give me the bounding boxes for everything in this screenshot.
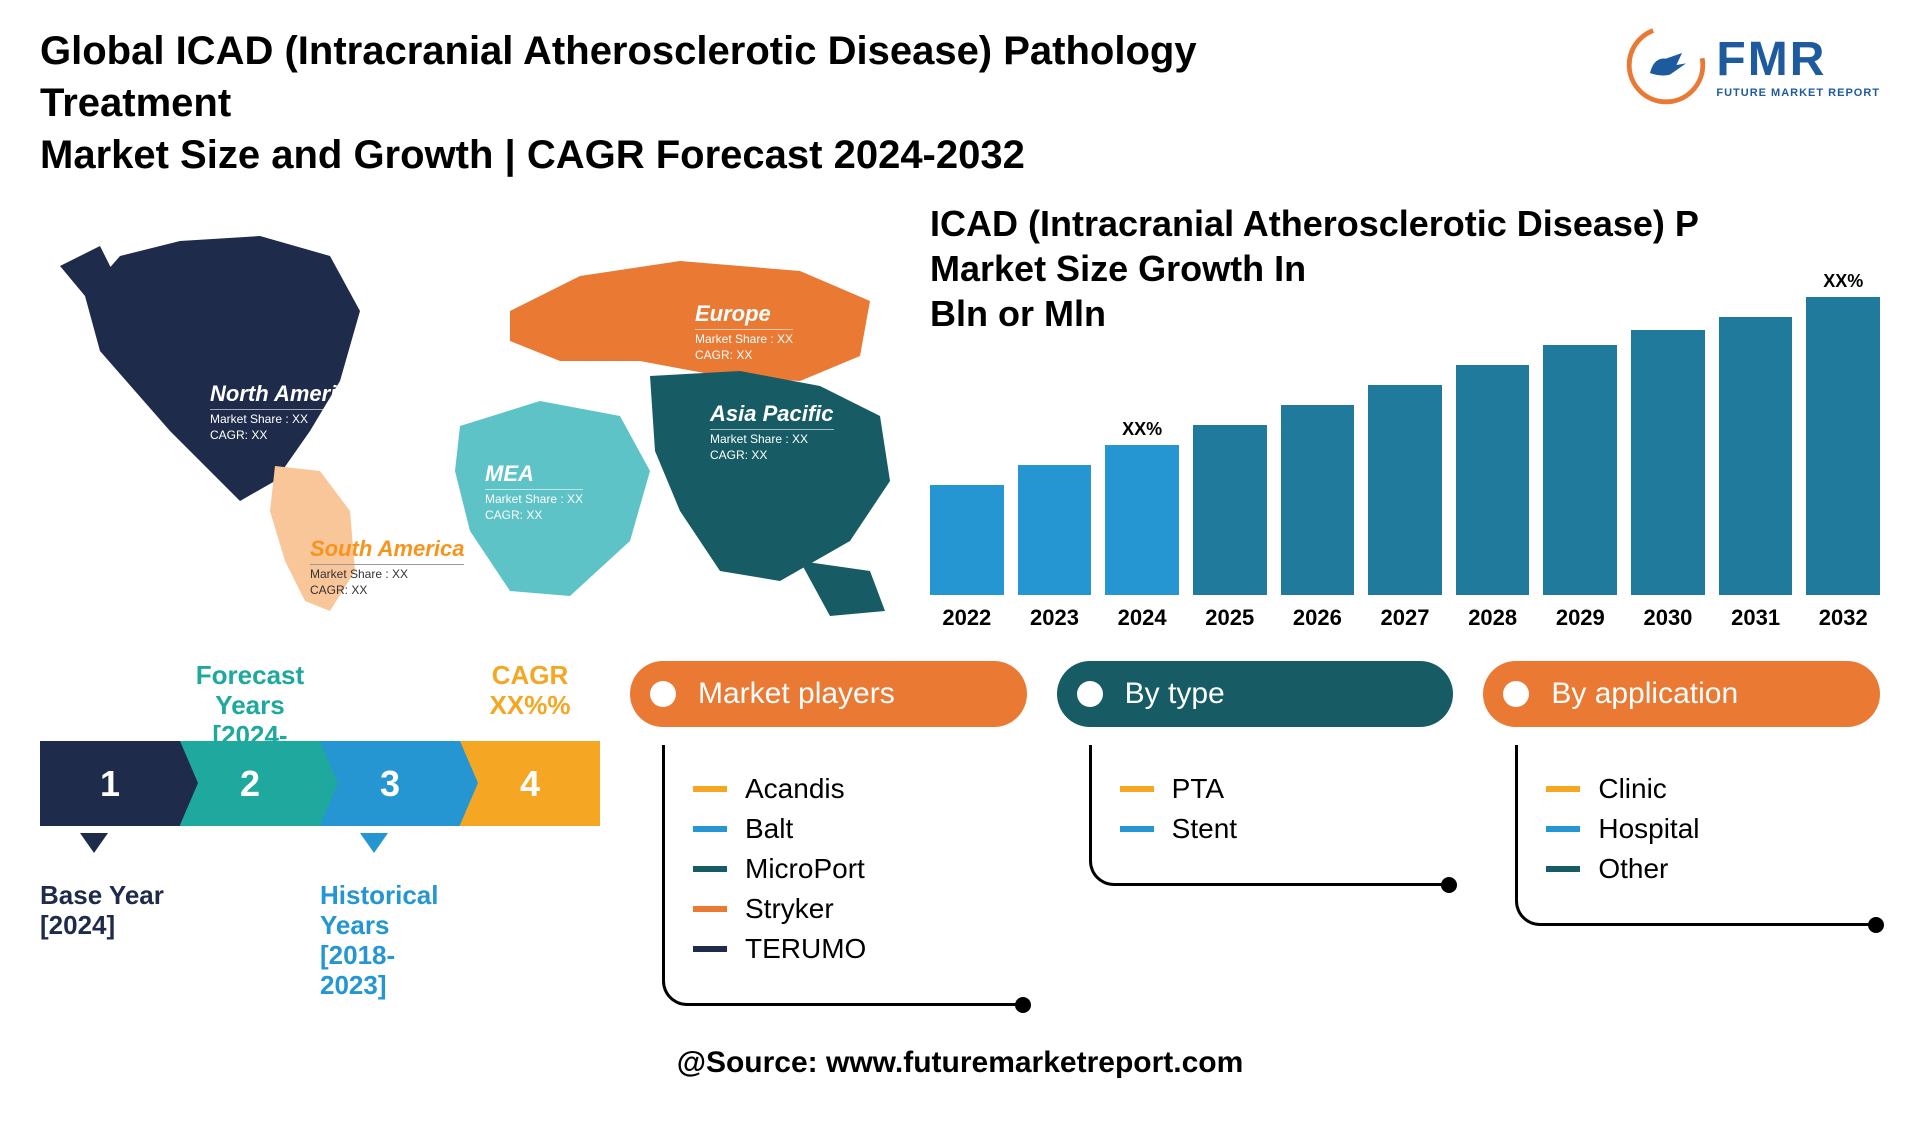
list-item-label: Other (1598, 853, 1668, 885)
swatch-icon (693, 906, 727, 912)
bar-col: 2023 (1018, 465, 1092, 631)
bar (1631, 330, 1705, 595)
swatch-icon (693, 786, 727, 792)
bar: XX% (1806, 297, 1880, 595)
list-item: PTA (1120, 773, 1444, 805)
bar (1719, 317, 1793, 595)
pill-by-type: By type (1057, 661, 1454, 727)
list-item-label: Hospital (1598, 813, 1699, 845)
timeline-segment: 1 (40, 741, 180, 826)
list-item: Stent (1120, 813, 1444, 845)
main-row: North America Market Share : XXCAGR: XX … (40, 201, 1880, 631)
tl-base: Base Year[2024] (40, 881, 180, 1001)
pill-by-application: By application (1483, 661, 1880, 727)
col-by-application: By application Clinic Hospital Other (1483, 661, 1880, 926)
list-item-label: PTA (1172, 773, 1224, 805)
swatch-icon (1120, 786, 1154, 792)
bar-col: XX% 2024 (1105, 445, 1179, 631)
bar: XX% (1105, 445, 1179, 595)
bar-col: 2030 (1631, 330, 1705, 631)
bar-col: 2025 (1193, 425, 1267, 631)
list-item-label: Stryker (745, 893, 834, 925)
swatch-icon (1546, 866, 1580, 872)
bar-col: 2028 (1456, 365, 1530, 631)
swatch-icon (693, 826, 727, 832)
year-label: 2027 (1381, 605, 1430, 631)
title-line1: Global ICAD (Intracranial Atheroscleroti… (40, 25, 1340, 129)
tl-historical: Historical Years[2018-2023] (320, 881, 460, 1001)
timeline: Forecast Years[2024-2032] CAGRXX%% 1234 … (40, 661, 600, 1001)
bar-col: 2031 (1719, 317, 1793, 631)
region-europe (510, 261, 870, 381)
list-item-label: Balt (745, 813, 793, 845)
bar-chart: ICAD (Intracranial Atherosclerotic Disea… (930, 201, 1880, 631)
year-label: 2028 (1468, 605, 1517, 631)
year-label: 2031 (1731, 605, 1780, 631)
bar (1543, 345, 1617, 595)
bar-col: 2029 (1543, 345, 1617, 631)
label-mea: MEA Market Share : XXCAGR: XX (485, 461, 583, 523)
label-north-america: North America Market Share : XXCAGR: XX (210, 381, 361, 443)
year-label: 2025 (1205, 605, 1254, 631)
year-label: 2024 (1118, 605, 1167, 631)
year-label: 2030 (1643, 605, 1692, 631)
year-label: 2023 (1030, 605, 1079, 631)
label-asia-pacific: Asia Pacific Market Share : XXCAGR: XX (710, 401, 834, 463)
title-block: Global ICAD (Intracranial Atheroscleroti… (40, 25, 1340, 181)
bar-col: 2026 (1281, 405, 1355, 631)
bar (1456, 365, 1530, 595)
year-label: 2026 (1293, 605, 1342, 631)
timeline-segment: 3 (320, 741, 460, 826)
bar (1281, 405, 1355, 595)
list-item-label: TERUMO (745, 933, 866, 965)
year-label: 2022 (942, 605, 991, 631)
label-south-america: South America Market Share : XXCAGR: XX (310, 536, 464, 598)
fmr-logo: FMR FUTURE MARKET REPORT (1626, 25, 1880, 105)
year-label: 2032 (1819, 605, 1868, 631)
list-item: Balt (693, 813, 1017, 845)
pill-market-players: Market players (630, 661, 1027, 727)
logo-fmr-text: FMR (1716, 32, 1880, 87)
bar-label: XX% (1122, 419, 1162, 440)
bar (930, 485, 1004, 595)
header: Global ICAD (Intracranial Atheroscleroti… (40, 25, 1880, 181)
list-item: Hospital (1546, 813, 1870, 845)
binoculars-icon (1626, 25, 1706, 105)
list-item-label: Stent (1172, 813, 1237, 845)
list-item: MicroPort (693, 853, 1017, 885)
swatch-icon (693, 946, 727, 952)
swatch-icon (1546, 786, 1580, 792)
bar-col: 2027 (1368, 385, 1442, 631)
bar-label: XX% (1823, 271, 1863, 292)
bar-col: XX% 2032 (1806, 297, 1880, 631)
bottom-row: Forecast Years[2024-2032] CAGRXX%% 1234 … (40, 661, 1880, 1006)
chart-title: ICAD (Intracranial Atherosclerotic Disea… (930, 201, 1880, 336)
list-item-label: MicroPort (745, 853, 865, 885)
swatch-icon (693, 866, 727, 872)
bar (1368, 385, 1442, 595)
bar-col: 2022 (930, 485, 1004, 631)
swatch-icon (1120, 826, 1154, 832)
title-line2: Market Size and Growth | CAGR Forecast 2… (40, 129, 1340, 181)
list-item-label: Acandis (745, 773, 845, 805)
list-item: TERUMO (693, 933, 1017, 965)
col-by-type: By type PTA Stent (1057, 661, 1454, 886)
logo-sub-text: FUTURE MARKET REPORT (1716, 87, 1880, 99)
region-north-america (60, 236, 360, 501)
list-item: Clinic (1546, 773, 1870, 805)
source-text: @Source: www.futuremarketreport.com (40, 1046, 1880, 1080)
list-item: Stryker (693, 893, 1017, 925)
list-item: Other (1546, 853, 1870, 885)
timeline-segment: 4 (460, 741, 600, 826)
year-label: 2029 (1556, 605, 1605, 631)
col-market-players: Market players Acandis Balt MicroPort Stryk… (630, 661, 1027, 1006)
label-europe: Europe Market Share : XXCAGR: XX (695, 301, 793, 363)
swatch-icon (1546, 826, 1580, 832)
bar (1193, 425, 1267, 595)
world-map: North America Market Share : XXCAGR: XX … (40, 201, 900, 621)
list-item: Acandis (693, 773, 1017, 805)
bar (1018, 465, 1092, 595)
timeline-segment: 2 (180, 741, 320, 826)
list-item-label: Clinic (1598, 773, 1666, 805)
